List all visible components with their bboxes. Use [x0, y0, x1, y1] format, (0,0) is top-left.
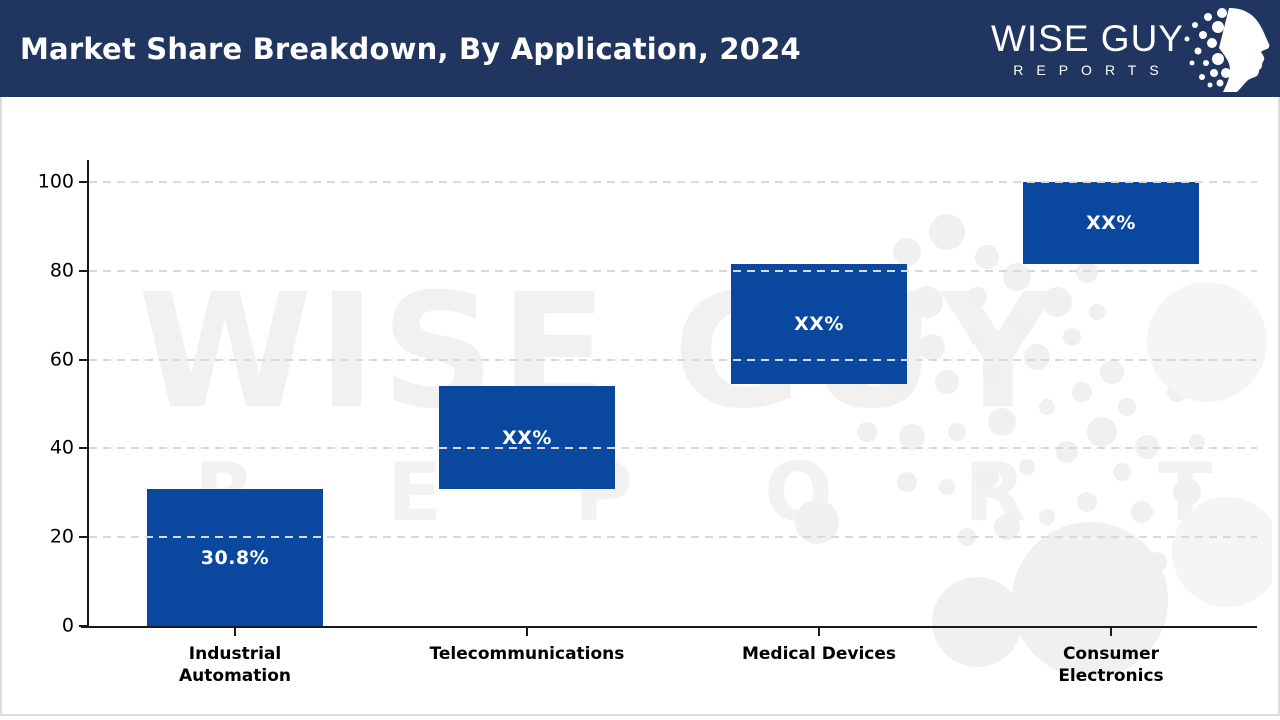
x-category-label-consumer-electronics: Consumer Electronics	[965, 643, 1257, 688]
brand-name: WISE GUY	[990, 18, 1184, 60]
bar-telecommunications	[439, 386, 615, 490]
y-tick-20	[79, 536, 87, 539]
gridline-100	[89, 181, 1257, 184]
x-category-label-medical-devices: Medical Devices	[673, 643, 965, 665]
x-category-label-line: Medical Devices	[741, 644, 896, 664]
header: Market Share Breakdown, By Application, …	[0, 0, 1280, 97]
brand-head-icon	[1184, 8, 1270, 92]
y-tick-label-100: 100	[37, 170, 74, 193]
y-tick-label-80: 80	[49, 259, 74, 282]
x-tick-industrial-automation	[234, 628, 236, 636]
x-category-label-line: Electronics	[1058, 666, 1164, 687]
x-tick-consumer-electronics	[1110, 628, 1112, 636]
bar-medical-devices	[731, 264, 907, 385]
y-tick-100	[79, 181, 87, 184]
y-axis-tick-labels: 0 20 40 60 80 100	[2, 160, 74, 635]
y-axis-line	[87, 160, 89, 628]
y-tick-60	[79, 358, 87, 361]
y-tick-80	[79, 269, 87, 272]
x-tick-medical-devices	[818, 628, 820, 636]
gridline-60	[89, 358, 1257, 361]
bar-value-label-consumer-electronics: XX%	[1086, 212, 1136, 235]
page-title: Market Share Breakdown, By Application, …	[20, 31, 801, 66]
y-tick-label-0: 0	[61, 614, 74, 637]
brand-logo: WISE GUY REPORTS	[991, 6, 1272, 92]
x-axis-category-labels: Industrial Automation Telecommunications Me…	[89, 643, 1257, 703]
y-tick-label-60: 60	[49, 348, 74, 371]
bar-consumer-electronics	[1023, 182, 1199, 265]
x-category-label-line: Telecommunications	[429, 644, 625, 664]
bar-value-label-medical-devices: XX%	[794, 313, 844, 336]
brand-logo-text: WISE GUY REPORTS	[990, 18, 1184, 78]
x-category-label-line: Consumer	[1062, 644, 1160, 664]
watermark-subtitle: R E P O R T S	[194, 446, 1278, 539]
plot-area: 30.8% XX% XX% XX%	[79, 160, 1257, 636]
bar-value-label-telecommunications: XX%	[502, 426, 552, 449]
x-category-label-industrial-automation: Industrial Automation	[89, 643, 381, 688]
x-category-label-telecommunications: Telecommunications	[381, 643, 673, 665]
chart-card: WISE GUY R E P O R T S	[0, 97, 1280, 716]
x-tick-telecommunications	[526, 628, 528, 636]
brand-subtitle: REPORTS	[1013, 61, 1172, 78]
gridline-20	[89, 536, 1257, 539]
gridline-80	[89, 269, 1257, 272]
gridline-40	[89, 447, 1257, 450]
x-axis-line	[81, 626, 1257, 628]
y-tick-label-20: 20	[49, 525, 74, 548]
y-tick-label-40: 40	[49, 436, 74, 459]
bar-industrial-automation	[147, 489, 323, 626]
bar-value-label-industrial-automation: 30.8%	[200, 546, 270, 569]
x-category-label-line: Industrial	[188, 644, 282, 664]
x-category-label-line: Automation	[179, 666, 291, 687]
y-tick-40	[79, 447, 87, 450]
